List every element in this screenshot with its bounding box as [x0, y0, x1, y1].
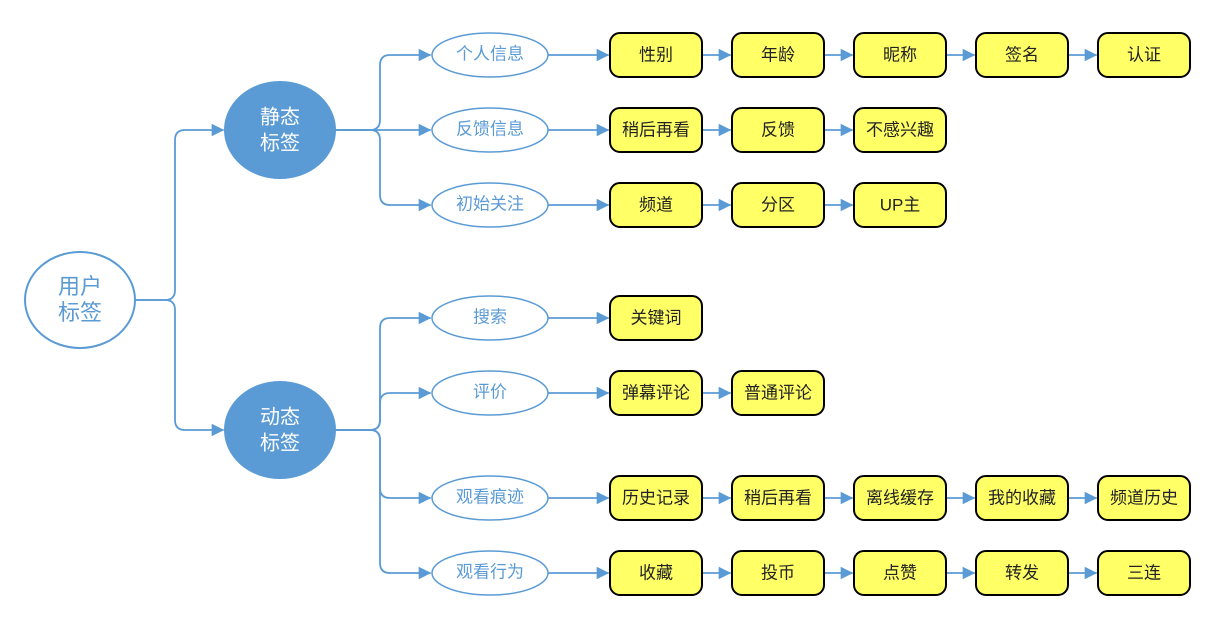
connector	[135, 130, 223, 300]
connector	[135, 300, 223, 430]
level1-node-static	[225, 82, 335, 178]
leaf-label-nickname: 昵称	[883, 45, 917, 64]
level1-label-dynamic: 标签	[260, 431, 300, 454]
category-label-feedback-info: 反馈信息	[456, 119, 524, 138]
root-label: 标签	[58, 300, 102, 325]
leaf-label-verify: 认证	[1127, 45, 1161, 64]
leaf-label-channel-history: 频道历史	[1110, 488, 1178, 507]
connector	[335, 430, 430, 573]
leaf-label-partition: 分区	[761, 195, 795, 214]
connector	[335, 393, 430, 430]
user-tags-diagram: 用户标签静态标签动态标签个人信息性别年龄昵称签名认证反馈信息稍后再看反馈不感兴趣…	[0, 0, 1231, 637]
leaf-label-not-interested: 不感兴趣	[866, 120, 934, 139]
connector	[335, 318, 430, 430]
leaf-label-watch-later-2: 稍后再看	[744, 488, 812, 507]
leaf-label-share: 转发	[1005, 563, 1039, 582]
leaf-label-history: 历史记录	[622, 488, 690, 507]
leaf-label-triple: 三连	[1127, 563, 1161, 582]
leaf-label-channel: 频道	[639, 195, 673, 214]
category-label-initial-follow: 初始关注	[456, 194, 524, 213]
level1-label-dynamic: 动态	[260, 405, 300, 428]
level1-node-dynamic	[225, 382, 335, 478]
leaf-label-uploader: UP主	[880, 195, 921, 214]
category-label-watch-trace: 观看痕迹	[456, 487, 524, 506]
leaf-label-feedback: 反馈	[761, 120, 795, 139]
category-label-search: 搜索	[473, 307, 507, 326]
level1-label-static: 标签	[260, 131, 300, 154]
leaf-label-keyword: 关键词	[631, 308, 682, 327]
leaf-label-normal-comment: 普通评论	[744, 383, 812, 402]
leaf-label-offline-cache: 离线缓存	[866, 488, 934, 507]
leaf-label-favorite: 收藏	[639, 563, 673, 582]
category-label-watch-behavior: 观看行为	[456, 562, 524, 581]
leaf-label-coin: 投币	[761, 563, 795, 582]
leaf-label-gender: 性别	[639, 45, 673, 64]
leaf-label-my-favorites: 我的收藏	[988, 488, 1056, 507]
connector	[335, 130, 430, 205]
leaf-label-danmaku-comment: 弹幕评论	[622, 383, 690, 402]
leaf-label-like: 点赞	[883, 563, 917, 582]
level1-label-static: 静态	[260, 105, 300, 128]
category-label-rating: 评价	[473, 382, 507, 401]
connector	[335, 55, 430, 130]
leaf-label-age: 年龄	[761, 45, 795, 64]
root-label: 用户	[58, 274, 102, 299]
connector	[335, 430, 430, 498]
leaf-label-watch-later: 稍后再看	[622, 120, 690, 139]
category-label-personal-info: 个人信息	[456, 44, 524, 63]
leaf-label-signature: 签名	[1005, 45, 1039, 64]
